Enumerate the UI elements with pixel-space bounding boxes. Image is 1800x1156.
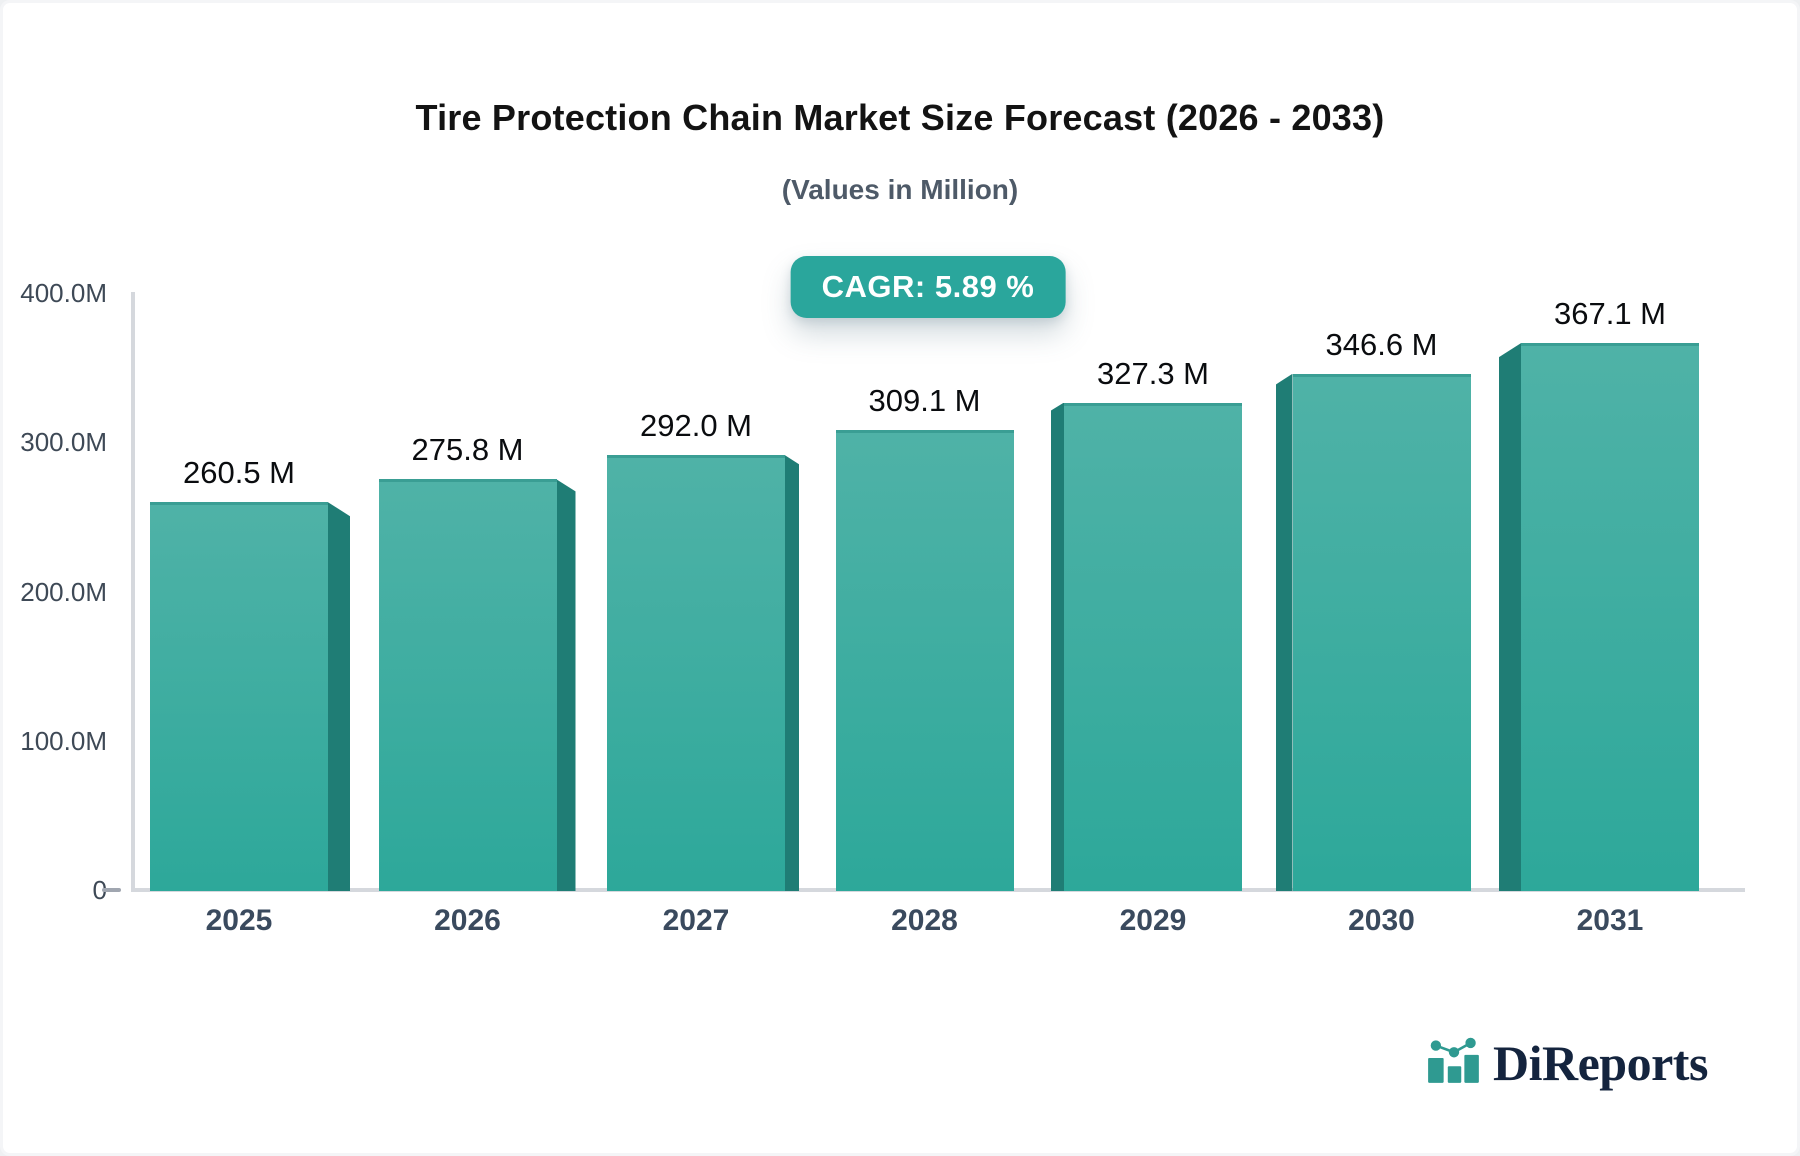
y-tick-label-300.0M: 300.0M (20, 427, 107, 458)
bar-value-2030: 346.6 M (1325, 326, 1438, 362)
y-axis-line (131, 292, 135, 891)
y-tick-label-400.0M: 400.0M (20, 278, 107, 308)
bar-2029 (1064, 402, 1242, 891)
brand-logo: DiReports (1425, 1035, 1708, 1088)
x-tick-label-2028: 2028 (891, 904, 958, 937)
brand-name: DiReports (1493, 1035, 1708, 1091)
x-tick-label-2030: 2030 (1348, 904, 1415, 937)
x-tick-label-2031: 2031 (1576, 904, 1644, 937)
bar-value-2031: 367.1 M (1553, 296, 1667, 332)
bar-2031 (1521, 343, 1699, 891)
y-tick-label-100.0M: 100.0M (20, 725, 107, 756)
bar-side-2027 (785, 455, 799, 891)
y-tick-mark-zero (102, 888, 121, 892)
x-tick-label-2026: 2026 (434, 904, 501, 937)
bar-side-2030 (1275, 373, 1293, 891)
bar-side-2026 (556, 479, 576, 891)
x-tick-label-2025: 2025 (205, 904, 273, 937)
x-tick-label-2027: 2027 (662, 904, 730, 937)
x-tick-label-2029: 2029 (1119, 904, 1187, 937)
bar-value-2029: 327.3 M (1096, 355, 1210, 391)
bar-side-2029 (1051, 402, 1064, 891)
bar-2030 (1292, 373, 1471, 891)
bar-chart-logo-icon (1428, 1037, 1479, 1083)
bar-side-2031 (1499, 343, 1521, 891)
bar-value-2028: 309.1 M (868, 382, 981, 418)
y-tick-label-200.0M: 200.0M (20, 576, 107, 607)
chart-title: Tire Protection Chain Market Size Foreca… (415, 97, 1385, 138)
bar-side-2025 (328, 502, 350, 891)
bar-value-2025: 260.5 M (182, 455, 296, 491)
bar-2028 (835, 429, 1014, 891)
bar-value-2027: 292.0 M (639, 408, 753, 444)
y-tick-label-0: 0 (92, 875, 107, 905)
bar-value-2026: 275.8 M (411, 432, 524, 468)
cagr-badge: CAGR: 5.89 % (790, 256, 1066, 318)
bar-2025 (150, 502, 328, 891)
chart-subtitle: (Values in Million) (781, 174, 1019, 205)
bar-2026 (378, 479, 557, 891)
bar-2027 (607, 455, 785, 891)
